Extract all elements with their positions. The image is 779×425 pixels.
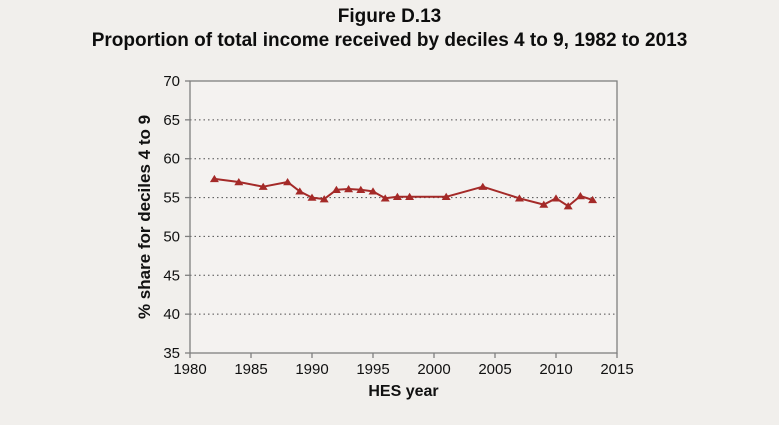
plot-background [190,81,617,353]
data-point-marker [283,178,293,186]
x-tick-label: 1985 [234,361,267,378]
gridlines [190,119,617,315]
y-tick-label: 40 [163,306,180,323]
x-tick-label: 2010 [539,361,572,378]
figure-number: Figure D.13 [337,6,442,27]
data-point-marker [563,202,573,210]
x-tick-label: 2015 [600,361,633,378]
series-line [214,177,593,208]
x-tick-label: 2005 [478,361,511,378]
y-tick-label: 60 [163,151,180,168]
y-tick-label: 65 [163,112,180,129]
data-point-marker [307,193,317,201]
data-point-marker [380,194,390,202]
data-point-marker [478,182,488,190]
data-point-marker [209,174,219,183]
y-tick-label: 35 [163,345,180,362]
data-point-marker [441,192,451,200]
y-tick-label: 50 [163,228,180,245]
data-point-marker [344,185,354,193]
data-point-marker [405,192,415,200]
data-point-marker [392,192,402,200]
y-axis-title: % share for deciles 4 to 9 [135,115,154,319]
y-tick-label: 55 [163,190,180,207]
y-axis: 35 40 45 50 55 60 65 70 [163,73,190,362]
data-point-marker [295,187,305,195]
y-tick-label: 70 [163,73,180,90]
data-point-marker [588,195,598,204]
data-point-marker [514,194,524,202]
x-axis-title: HES year [368,383,438,400]
data-point-marker [575,192,585,200]
x-tick-label: 1980 [173,361,206,378]
data-point-marker [331,185,341,193]
data-point-marker [551,194,561,202]
data-point-marker [258,182,268,190]
data-point-marker [368,187,378,195]
x-tick-label: 1995 [356,361,389,378]
y-tick-label: 45 [163,267,180,284]
data-point-marker [539,200,549,208]
title-block: Figure D.13 Proportion of total income r… [0,5,779,53]
x-tick-label: 1990 [295,361,328,378]
x-axis: 1980 1985 1990 1995 2000 2005 2010 2015 [173,353,634,378]
series-markers [209,174,598,210]
x-tick-label: 2000 [417,361,450,378]
data-point-marker [319,195,329,203]
figure-title: Proportion of total income received by d… [91,30,688,51]
plot-frame [189,80,618,354]
data-point-marker [356,185,366,193]
data-point-marker [234,178,244,186]
